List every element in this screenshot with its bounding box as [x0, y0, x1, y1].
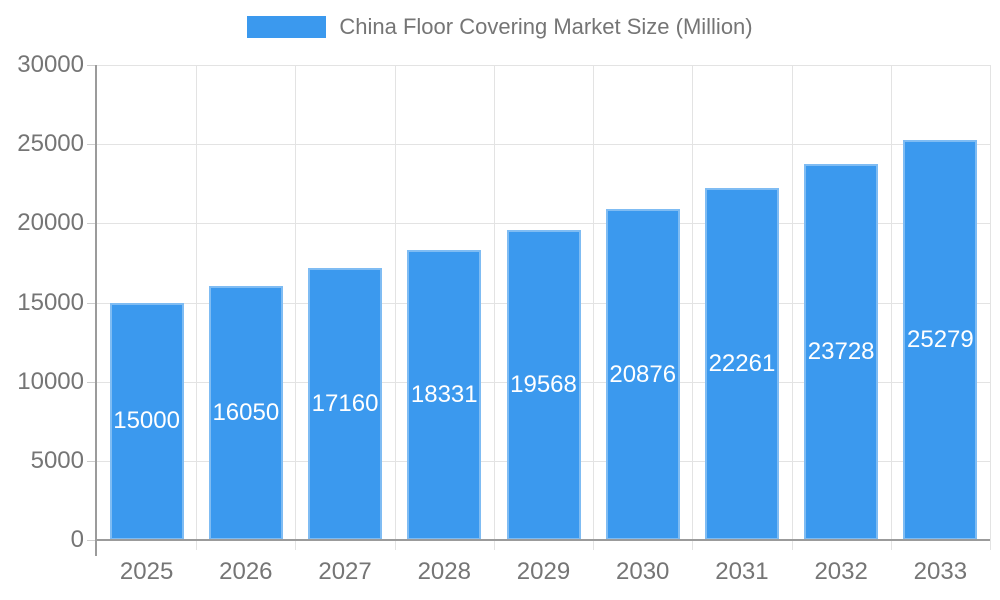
bar-2029[interactable]	[506, 230, 581, 540]
x-axis-line	[95, 539, 990, 541]
x-axis-tick-label: 2029	[516, 558, 571, 585]
bar-value-label: 16050	[212, 398, 280, 426]
gridline-horizontal	[97, 223, 990, 225]
bar-value-label: 22261	[708, 349, 776, 377]
y-axis-tick-label: 15000	[17, 288, 84, 316]
bar-value-label: 23728	[807, 338, 875, 366]
y-axis-tick-label: 0	[70, 526, 84, 553]
x-axis-tick-label: 2025	[119, 558, 174, 585]
gridline-vertical	[692, 65, 694, 550]
y-axis-tick	[87, 223, 97, 225]
y-axis-tick	[87, 540, 97, 541]
gridline-horizontal	[97, 144, 990, 146]
bar-2025[interactable]	[109, 302, 184, 540]
y-axis-tick-label: 25000	[17, 130, 84, 158]
x-axis-tick-label: 2026	[219, 558, 273, 585]
x-axis-tick-label: 2033	[913, 558, 968, 585]
bar-2032[interactable]	[804, 164, 879, 540]
y-axis-tick	[87, 302, 97, 304]
y-axis-tick-label: 20000	[17, 209, 84, 237]
bar-2028[interactable]	[407, 249, 482, 540]
x-axis-tick-label: 2031	[715, 558, 769, 585]
legend-label: China Floor Covering Market Size (Millio…	[339, 14, 753, 39]
x-axis-tick-label: 2028	[417, 558, 471, 585]
y-axis-line	[95, 65, 97, 556]
y-axis-tick	[87, 381, 97, 383]
gridline-vertical	[593, 65, 595, 550]
gridline-vertical	[890, 65, 892, 550]
legend-swatch	[247, 16, 327, 38]
x-axis-tick-label: 2027	[318, 558, 372, 585]
bar-2027[interactable]	[308, 268, 383, 540]
x-axis-tick-label: 2030	[616, 558, 670, 585]
legend[interactable]: China Floor Covering Market Size (Millio…	[0, 14, 1000, 40]
bar-value-label: 19568	[510, 371, 577, 399]
gridline-vertical	[394, 65, 396, 550]
bar-value-label: 18331	[410, 380, 478, 408]
bar-2031[interactable]	[704, 187, 779, 540]
y-axis-tick-label: 5000	[30, 446, 84, 474]
bar-value-label: 25279	[907, 325, 974, 353]
gridline-vertical	[990, 65, 991, 550]
y-axis-tick-label: 10000	[17, 367, 84, 395]
bar-2033[interactable]	[903, 139, 978, 540]
bar-2026[interactable]	[208, 285, 283, 540]
bar-value-label: 20876	[609, 360, 677, 388]
bar-2030[interactable]	[605, 209, 680, 540]
bar-value-label: 15000	[113, 407, 180, 435]
gridline-vertical	[791, 65, 793, 550]
gridline-vertical	[196, 65, 198, 550]
gridline-vertical	[493, 65, 495, 550]
gridline-vertical	[295, 65, 297, 550]
y-axis-tick	[87, 144, 97, 146]
y-axis-tick-label: 30000	[17, 51, 84, 78]
bar-value-label: 17160	[311, 390, 379, 418]
gridline-horizontal	[97, 65, 990, 66]
y-axis-tick	[87, 65, 97, 66]
x-axis-tick-label: 2032	[814, 558, 868, 585]
y-axis-tick	[87, 460, 97, 462]
